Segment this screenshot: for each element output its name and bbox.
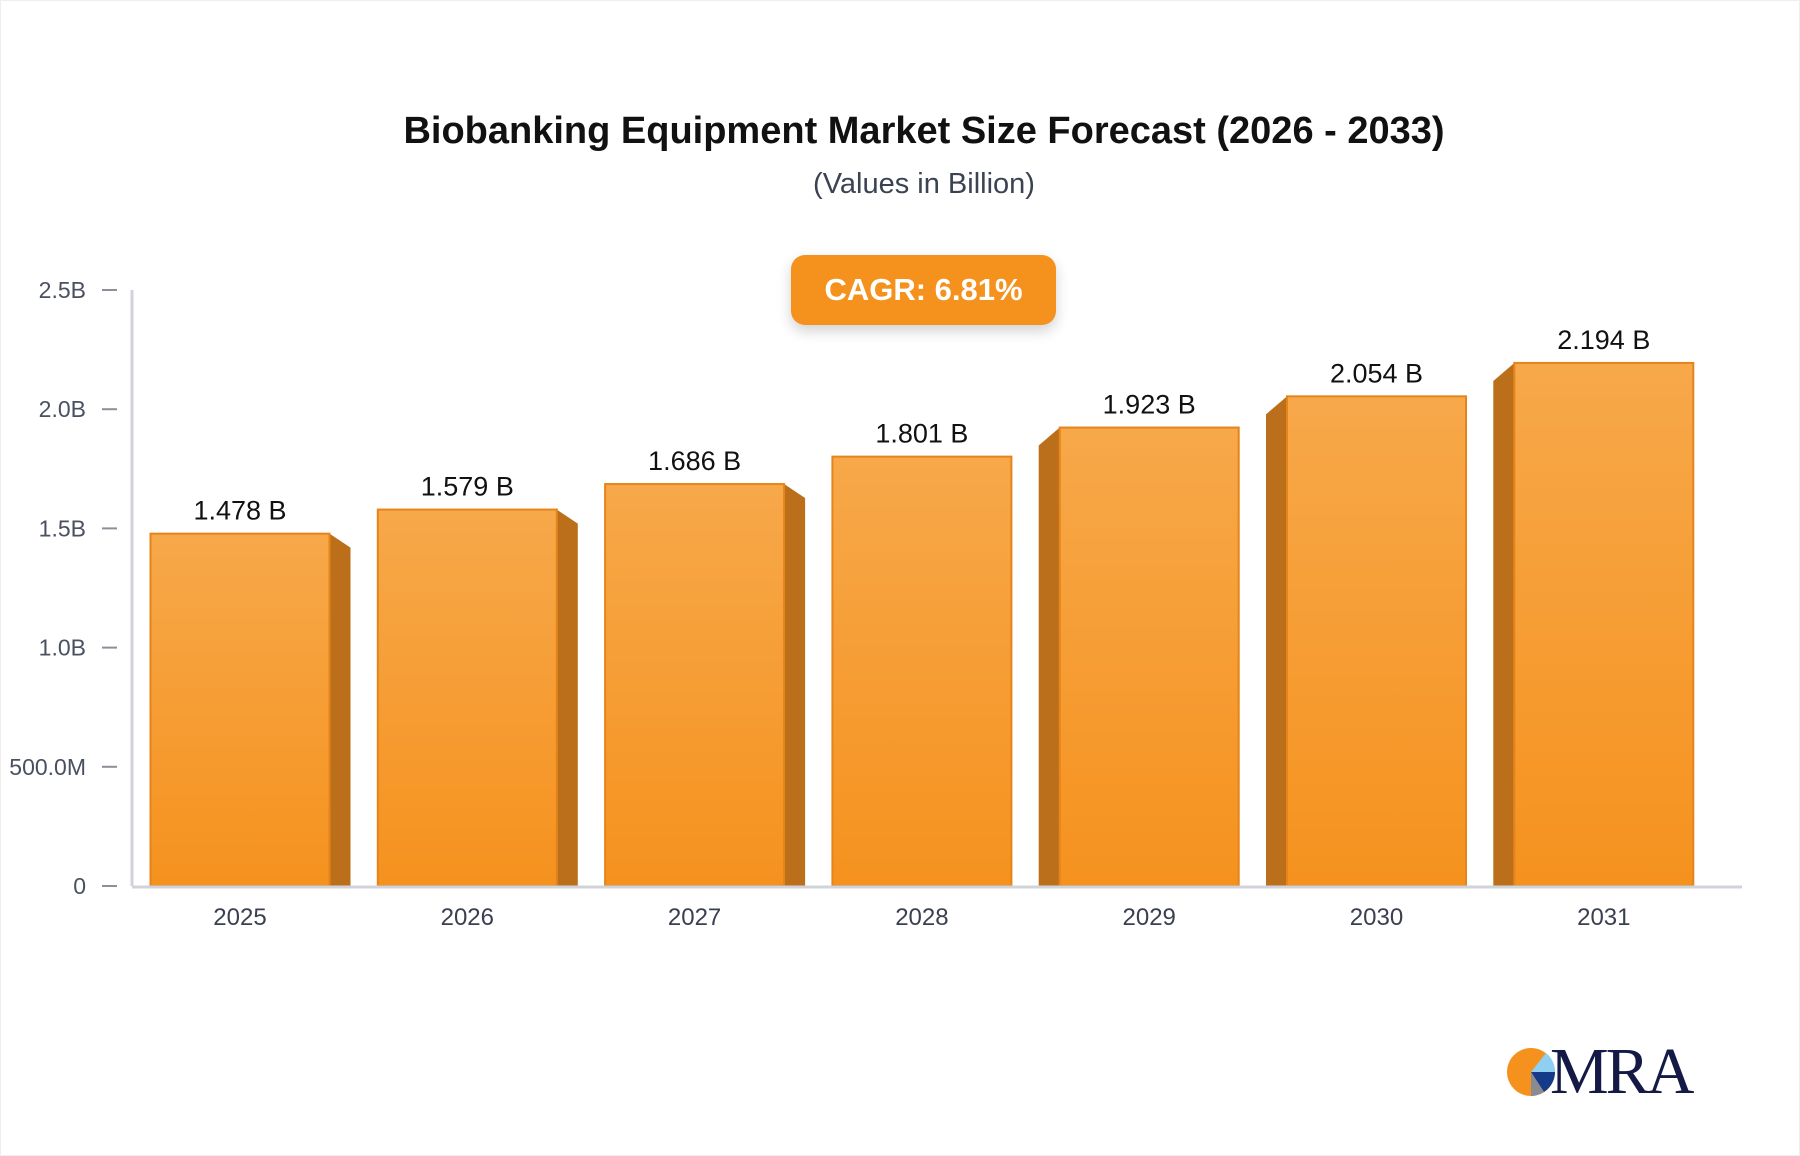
x-tick-label: 2026	[441, 904, 494, 931]
bar-2030	[1286, 395, 1467, 887]
data-label: 2.194 B	[1557, 325, 1650, 355]
bar-2027	[604, 483, 786, 887]
data-label: 2.054 B	[1330, 358, 1423, 388]
data-label: 1.579 B	[421, 472, 514, 502]
bar-2028	[831, 455, 1013, 887]
data-label: 1.686 B	[648, 446, 741, 476]
pie-logo-icon	[1507, 1048, 1556, 1096]
x-tick-label: 2029	[1123, 904, 1176, 931]
x-tick-label: 2030	[1350, 904, 1403, 931]
bar-2029	[1058, 426, 1240, 887]
x-tick-label: 2025	[213, 904, 266, 931]
y-tick-label: 0	[73, 873, 86, 899]
bar-side	[1038, 427, 1060, 886]
x-tick-label: 2031	[1577, 904, 1630, 931]
y-tick-label: 500.0M	[9, 754, 86, 780]
bar-side	[1493, 362, 1515, 886]
data-label: 1.801 B	[875, 419, 968, 449]
bar-side	[784, 484, 806, 886]
chart-subtitle: (Values in Billion)	[813, 168, 1035, 200]
bar-2026	[376, 508, 558, 887]
bar-side	[556, 509, 578, 886]
y-tick-label: 2.0B	[39, 396, 86, 422]
x-tick-label: 2028	[895, 904, 948, 931]
logo-text: MRA	[1550, 1035, 1694, 1108]
x-tick-label: 2027	[668, 904, 721, 931]
cagr-badge: CAGR: 6.81%	[791, 255, 1056, 325]
bar-2031	[1513, 361, 1695, 888]
bar-side	[329, 533, 351, 886]
data-label: 1.478 B	[193, 496, 286, 526]
mra-logo: MRA	[1506, 1035, 1696, 1108]
data-label: 1.923 B	[1103, 390, 1196, 420]
bar-side	[1266, 396, 1287, 886]
y-tick-label: 1.5B	[39, 515, 86, 541]
y-tick-label: 2.5B	[39, 277, 86, 303]
bar-2025	[149, 532, 331, 887]
chart-title: Biobanking Equipment Market Size Forecas…	[403, 110, 1445, 152]
y-tick-label: 1.0B	[39, 635, 86, 661]
